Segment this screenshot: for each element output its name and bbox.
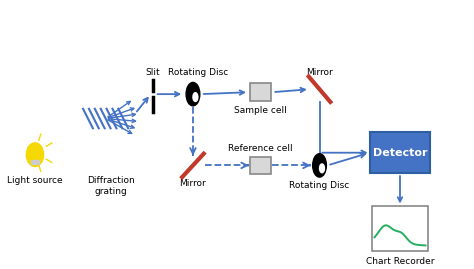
Text: Rotating Disc: Rotating Disc [290,181,350,190]
Ellipse shape [27,143,44,167]
Text: Reference cell: Reference cell [228,144,293,153]
Text: Mirror: Mirror [180,179,206,188]
Text: Rotating Disc: Rotating Disc [168,68,228,77]
Text: Mirror: Mirror [306,68,333,77]
FancyBboxPatch shape [372,206,428,251]
Text: Sample cell: Sample cell [234,106,287,115]
Text: Slit: Slit [146,68,160,77]
FancyBboxPatch shape [250,83,272,101]
Text: Detector: Detector [373,148,427,158]
Text: Light source: Light source [7,176,63,185]
Ellipse shape [193,93,198,101]
Ellipse shape [319,164,324,173]
FancyBboxPatch shape [31,160,39,164]
FancyBboxPatch shape [250,157,272,174]
Text: Chart Recorder: Chart Recorder [366,257,434,266]
Text: Diffraction
grating: Diffraction grating [87,176,135,196]
Ellipse shape [313,154,327,177]
Ellipse shape [186,82,200,106]
FancyBboxPatch shape [370,132,430,173]
